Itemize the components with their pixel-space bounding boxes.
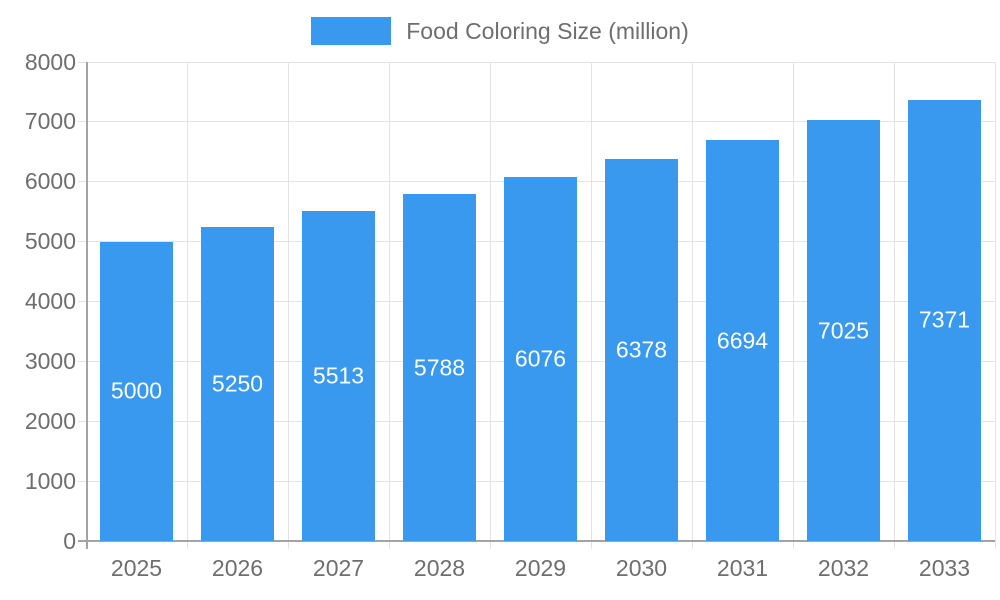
- y-tick-label: 8000: [24, 48, 76, 75]
- legend-label: Food Coloring Size (million): [406, 17, 689, 44]
- bar-value-label: 6378: [615, 336, 668, 363]
- x-tick-label: 2032: [817, 555, 870, 581]
- y-tick-label: 7000: [24, 108, 76, 135]
- x-tick-label: 2027: [312, 555, 365, 581]
- vertical-gridline: [590, 62, 592, 549]
- vertical-gridline: [186, 62, 188, 549]
- vertical-gridline: [287, 62, 289, 549]
- bar-2032[interactable]: 7025: [807, 120, 880, 541]
- vertical-gridline: [893, 62, 895, 549]
- y-tick-label: 6000: [24, 168, 76, 195]
- bar-value-label: 7025: [817, 317, 870, 344]
- bar-2030[interactable]: 6378: [605, 159, 678, 541]
- plot-area: 5000 5250 5513 5788 6076 6378 6694 7025 7371: [78, 61, 996, 549]
- bar-2027[interactable]: 5513: [302, 210, 375, 541]
- y-tick-label: 1000: [24, 467, 76, 494]
- y-tick-label: 5000: [24, 228, 76, 255]
- x-tick-label: 2025: [110, 555, 163, 581]
- vertical-gridline: [388, 62, 390, 549]
- bar-value-label: 6694: [716, 327, 769, 354]
- y-tick-label: 3000: [24, 347, 76, 374]
- bar-2029[interactable]: 6076: [504, 177, 577, 541]
- x-tick-label: 2031: [716, 555, 769, 581]
- horizontal-gridline: [78, 121, 995, 123]
- bar-2031[interactable]: 6694: [706, 140, 779, 541]
- y-tick-label: 2000: [24, 407, 76, 434]
- x-tick-label: 2028: [413, 555, 466, 581]
- y-axis-line: [86, 62, 88, 549]
- bar-2028[interactable]: 5788: [403, 194, 476, 541]
- legend-swatch[interactable]: [311, 17, 392, 45]
- bar-value-label: 5513: [312, 362, 365, 389]
- vertical-gridline: [994, 62, 996, 549]
- bar-2026[interactable]: 5250: [201, 226, 274, 541]
- horizontal-gridline: [78, 61, 995, 63]
- bar-value-label: 5250: [211, 370, 264, 397]
- x-tick-label: 2030: [615, 555, 668, 581]
- vertical-gridline: [792, 62, 794, 549]
- y-tick-label: 0: [63, 527, 76, 554]
- bar-2025[interactable]: 5000: [100, 241, 173, 541]
- bar-value-label: 7371: [918, 306, 971, 333]
- bar-value-label: 5000: [110, 377, 163, 404]
- bar-value-label: 5788: [413, 354, 466, 381]
- x-tick-label: 2029: [514, 555, 567, 581]
- x-tick-label: 2026: [211, 555, 264, 581]
- y-tick-label: 4000: [24, 288, 76, 314]
- legend: Food Coloring Size (million): [0, 17, 1000, 45]
- vertical-gridline: [691, 62, 693, 549]
- x-axis-line: [78, 540, 995, 542]
- x-tick-label: 2033: [918, 555, 971, 581]
- bar-value-label: 6076: [514, 345, 567, 372]
- bar-2033[interactable]: 7371: [908, 99, 981, 541]
- vertical-gridline: [489, 62, 491, 549]
